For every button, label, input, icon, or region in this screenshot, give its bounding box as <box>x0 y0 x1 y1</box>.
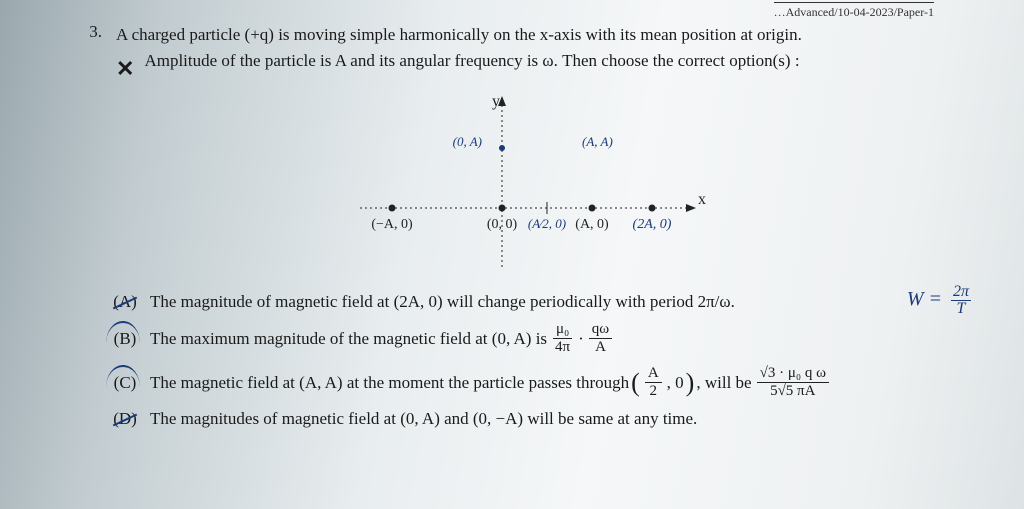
options-list: (A) The magnitude of magnetic field at (… <box>110 292 984 429</box>
option-a-label: (A) <box>110 292 140 312</box>
pt-origin: (0, 0) <box>487 217 518 232</box>
option-c-label: (C) <box>110 373 140 393</box>
pt-neg-a: (−A, 0) <box>371 217 413 232</box>
option-b-frac2: qω A <box>589 322 612 356</box>
option-d-label: (D) <box>110 409 140 429</box>
axis-x-label: x <box>698 191 706 208</box>
option-b-dot: · <box>578 329 584 349</box>
omega-num: 2π <box>951 284 971 301</box>
option-b-frac1: μ₀ 4π <box>552 322 573 356</box>
question-line-1: A charged particle (+q) is moving simple… <box>116 22 984 48</box>
pt-half-a-hand: (A⁄2, 0) <box>528 216 566 231</box>
option-a-text: The magnitude of magnetic field at (2A, … <box>150 292 984 312</box>
shm-diagram: y x (−A, 0) (0, 0) (A, 0) (2A, 0) (A⁄2, … <box>352 88 712 278</box>
option-b-text: The maximum magnitude of the magnetic fi… <box>150 322 984 356</box>
option-d: (D) The magnitudes of magnetic field at … <box>110 409 984 429</box>
option-c-text: The magnetic field at (A, A) at the mome… <box>150 366 984 400</box>
question-line-2: Amplitude of the particle is A and its a… <box>144 48 799 82</box>
option-c-mid: , will be <box>696 373 751 393</box>
option-b-prefix: The maximum magnitude of the magnetic fi… <box>150 329 547 349</box>
question-number: 3. <box>80 22 102 82</box>
option-a: (A) The magnitude of magnetic field at (… <box>110 292 984 312</box>
pt-a-a-hand: (A, A) <box>582 134 613 149</box>
option-d-text: The magnitudes of magnetic field at (0, … <box>150 409 984 429</box>
option-c: (C) The magnetic field at (A, A) at the … <box>110 366 984 400</box>
pt-2a-hand: (2A, 0) <box>633 217 672 232</box>
option-c-prefix: The magnetic field at (A, A) at the mome… <box>150 373 629 393</box>
pt-0-a-hand: (0, A) <box>453 134 482 149</box>
pt-a: (A, 0) <box>575 217 609 232</box>
axis-y-label: y <box>492 93 500 110</box>
handwritten-omega-note: W = 2π T <box>907 284 974 317</box>
option-c-after-paren: , 0 <box>667 373 684 393</box>
omega-den: T <box>957 301 966 317</box>
handwritten-cross-mark: ✕ <box>116 52 134 86</box>
question-body: A charged particle (+q) is moving simple… <box>116 22 984 82</box>
question-block: 3. A charged particle (+q) is moving sim… <box>80 22 984 82</box>
header-fragment: …Advanced/10-04-2023/Paper-1 <box>774 2 934 20</box>
open-paren: ( <box>631 368 640 398</box>
option-b-label: (B) <box>110 329 140 349</box>
diagram-container: y x (−A, 0) (0, 0) (A, 0) (2A, 0) (A⁄2, … <box>80 88 984 278</box>
option-c-result-frac: √3 · μ₀ q ω 5√5 πA <box>757 366 829 400</box>
close-paren: ) <box>686 368 695 398</box>
option-b: (B) The maximum magnitude of the magneti… <box>110 322 984 356</box>
omega-prefix: W = <box>907 288 942 310</box>
option-c-paren-frac: A 2 <box>645 366 662 400</box>
